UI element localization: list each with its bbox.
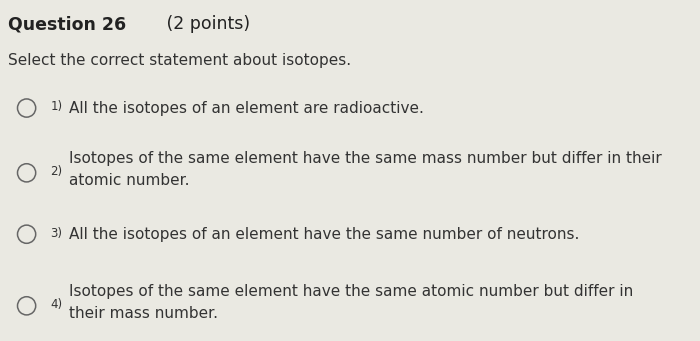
- Text: 1): 1): [50, 101, 62, 114]
- Text: atomic number.: atomic number.: [69, 173, 189, 188]
- Text: Isotopes of the same element have the same atomic number but differ in: Isotopes of the same element have the sa…: [69, 284, 633, 299]
- Text: Select the correct statement about isotopes.: Select the correct statement about isoto…: [8, 53, 351, 68]
- Text: All the isotopes of an element have the same number of neutrons.: All the isotopes of an element have the …: [69, 227, 579, 242]
- Text: All the isotopes of an element are radioactive.: All the isotopes of an element are radio…: [69, 101, 424, 116]
- Text: their mass number.: their mass number.: [69, 306, 218, 321]
- Text: 4): 4): [50, 298, 62, 311]
- Text: Isotopes of the same element have the same mass number but differ in their: Isotopes of the same element have the sa…: [69, 151, 662, 166]
- Text: (2 points): (2 points): [161, 15, 250, 33]
- Text: Question 26: Question 26: [8, 15, 127, 33]
- Text: 2): 2): [50, 165, 62, 178]
- Text: 3): 3): [50, 227, 62, 240]
